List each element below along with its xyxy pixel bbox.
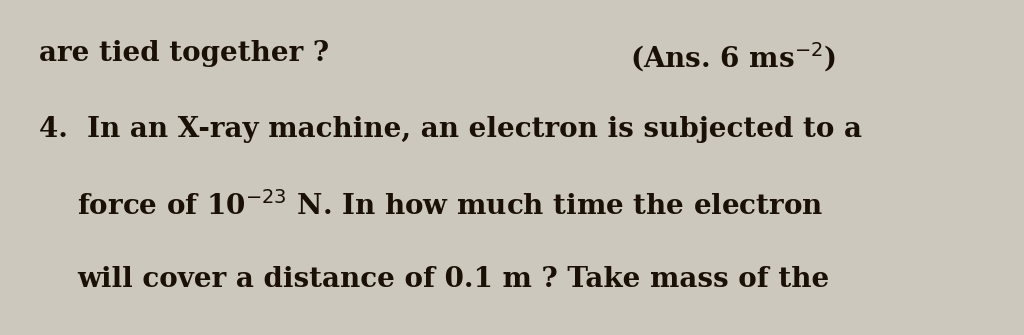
Text: are tied together ?: are tied together ? — [39, 40, 329, 67]
Text: 4.  In an X-ray machine, an electron is subjected to a: 4. In an X-ray machine, an electron is s… — [39, 116, 862, 143]
Text: will cover a distance of 0.1 m ? Take mass of the: will cover a distance of 0.1 m ? Take ma… — [77, 266, 829, 293]
Text: (Ans. 6 ms$^{-2}$): (Ans. 6 ms$^{-2}$) — [630, 40, 836, 74]
Text: force of 10$^{-23}$ N. In how much time the electron: force of 10$^{-23}$ N. In how much time … — [77, 191, 823, 221]
